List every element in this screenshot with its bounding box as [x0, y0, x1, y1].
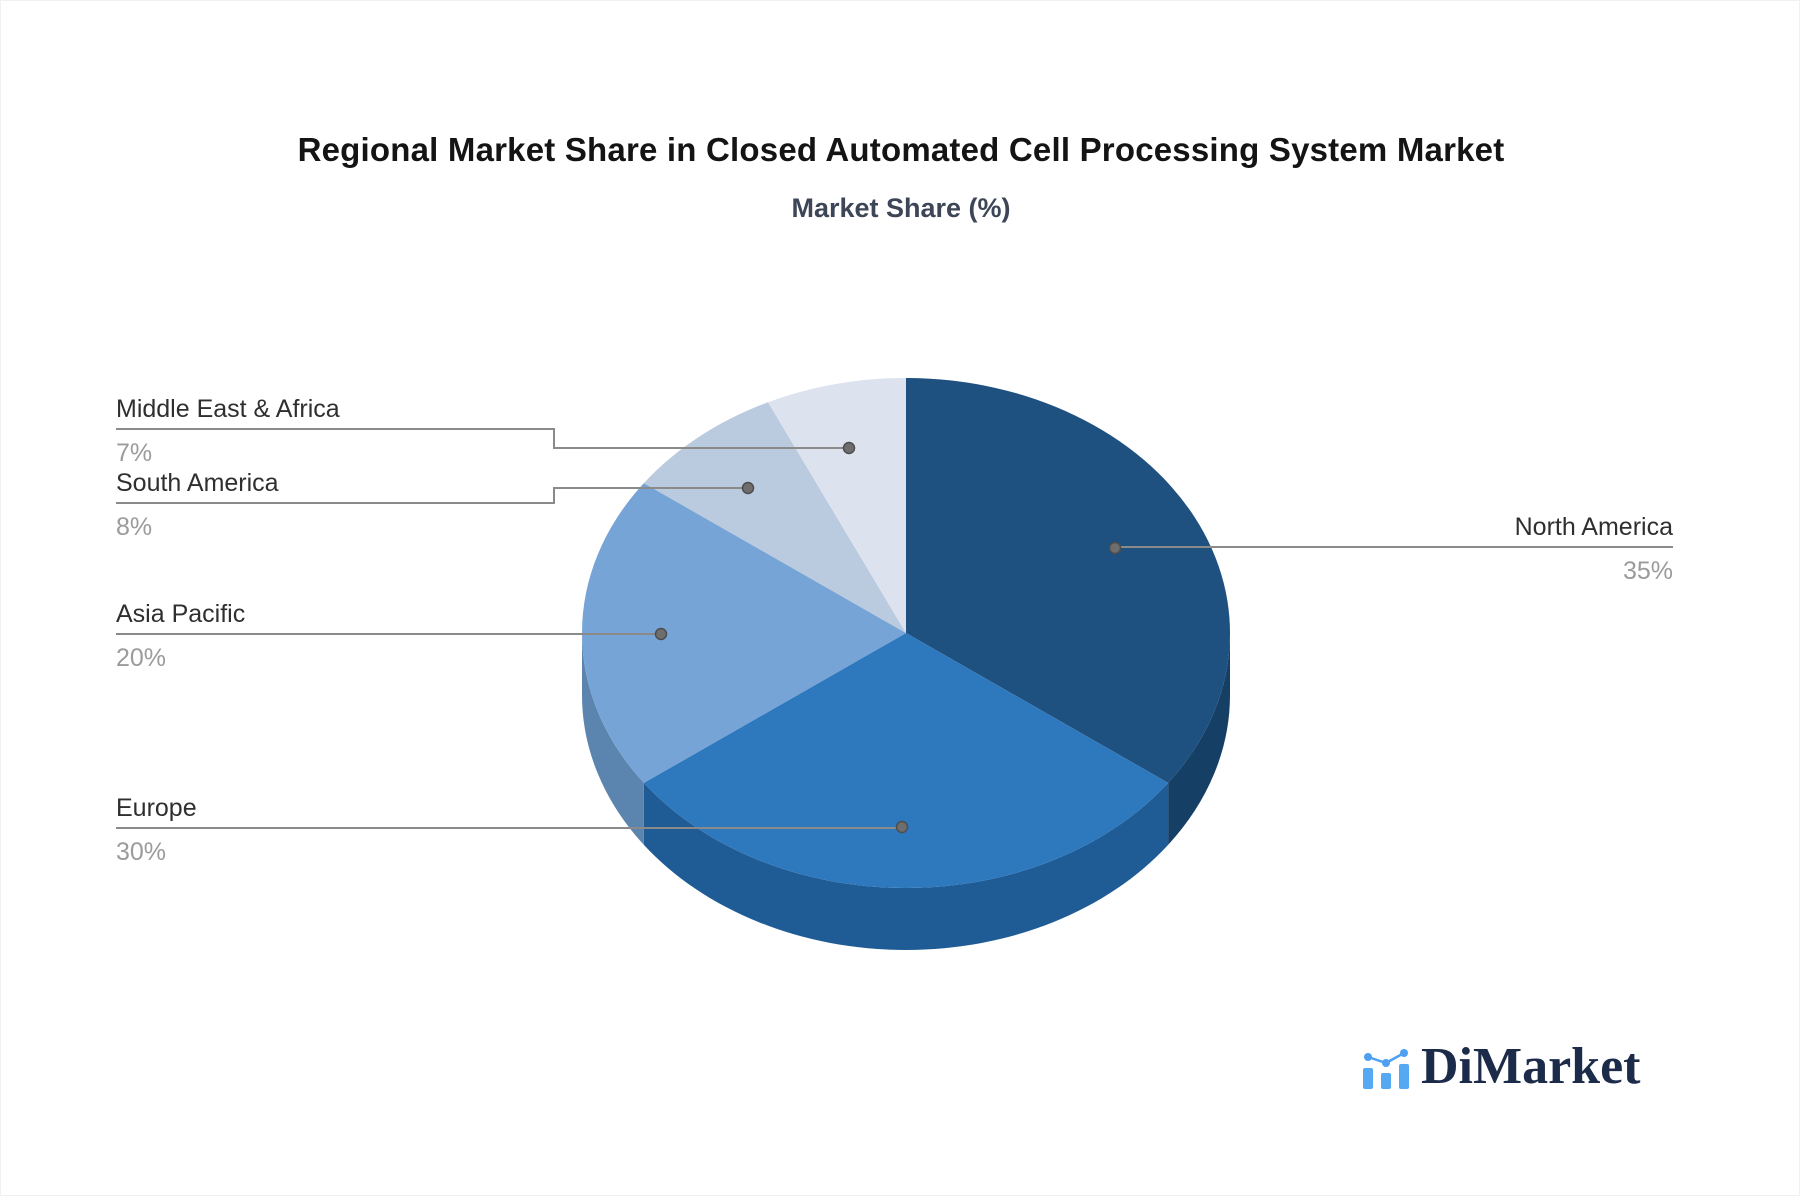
- slice-value-asia-pacific: 20%: [116, 644, 167, 672]
- chart-title: Regional Market Share in Closed Automate…: [297, 131, 1505, 168]
- pie-slice: [906, 378, 1231, 783]
- slice-label-europe: Europe: [116, 794, 197, 822]
- pie-slice-side: [582, 633, 644, 845]
- leader-dot: [654, 627, 668, 641]
- slice-label-asia-pacific: Asia Pacific: [116, 600, 246, 628]
- leader-dot: [1108, 541, 1122, 555]
- leader-dot: [842, 441, 856, 455]
- leader-dot: [741, 481, 755, 495]
- slice-value-europe: 30%: [116, 838, 167, 866]
- brand-logo: DiMarket: [1361, 1037, 1640, 1097]
- slice-value-middle-east-africa: 7%: [116, 439, 153, 467]
- brand-name: DiMarket: [1421, 1038, 1641, 1095]
- pie-slice-side: [643, 782, 1169, 951]
- slice-value-north-america: 35%: [1622, 557, 1673, 585]
- pie-slice: [643, 402, 906, 633]
- pie-slice: [581, 483, 906, 783]
- leader-line: [116, 487, 748, 504]
- leader-line: [116, 428, 849, 449]
- slice-label-north-america: North America: [1514, 513, 1673, 541]
- pie-slice-side: [1168, 633, 1230, 845]
- pie-slice: [768, 378, 906, 633]
- bar-chart-trend-icon: [1363, 1049, 1409, 1089]
- leader-dot: [895, 820, 909, 834]
- slice-label-middle-east-africa: Middle East & Africa: [116, 395, 340, 423]
- slice-value-south-america: 8%: [116, 513, 153, 541]
- chart-subtitle: Market Share (%): [791, 193, 1011, 223]
- pie-slice: [643, 633, 1169, 889]
- slice-label-south-america: South America: [116, 469, 279, 497]
